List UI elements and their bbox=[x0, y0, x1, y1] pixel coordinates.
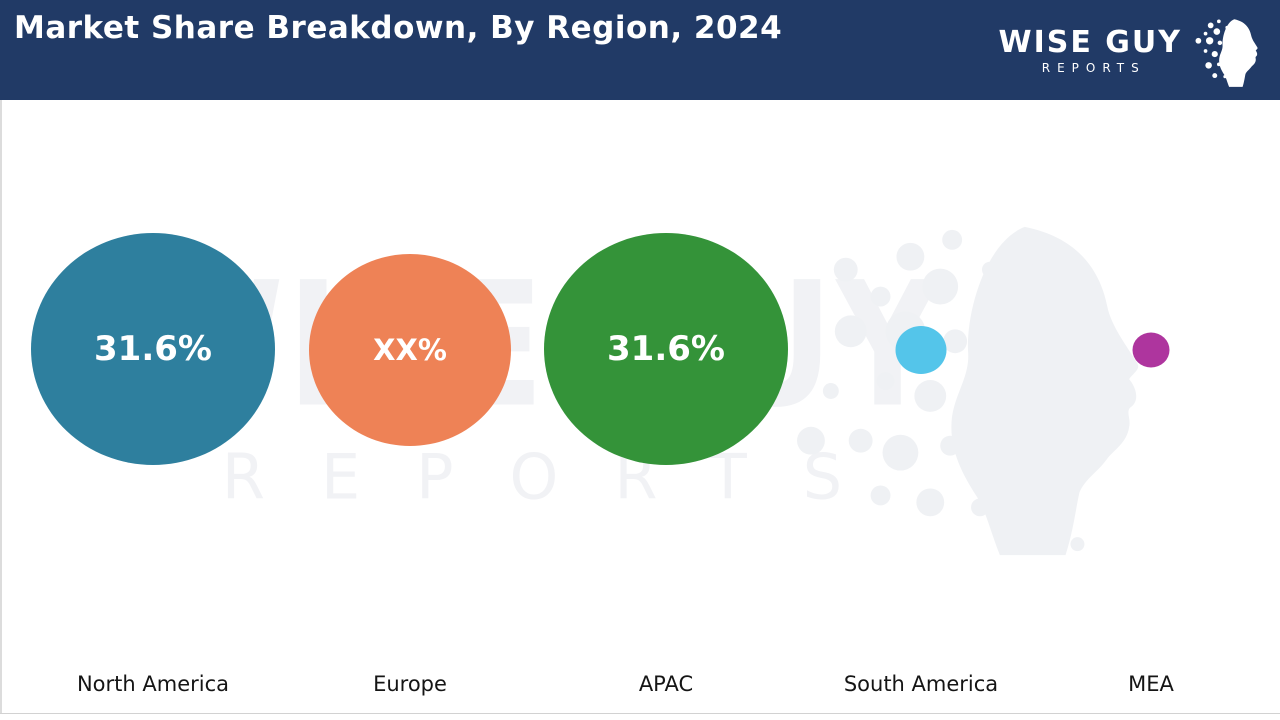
watermark-face-logo bbox=[797, 226, 1139, 556]
bubble-mea bbox=[1132, 332, 1170, 368]
brand-logo-text: WISE GUY REPORTS bbox=[998, 26, 1182, 75]
plot-bottom-rule bbox=[0, 713, 1280, 714]
bubble-value-label: XX% bbox=[373, 333, 447, 367]
bubble-south-america bbox=[895, 326, 947, 374]
category-label-mea: MEA bbox=[1128, 672, 1174, 696]
brand-logo: WISE GUY REPORTS bbox=[998, 6, 1264, 94]
plot-left-border bbox=[0, 100, 2, 713]
bubble-value-label: 31.6% bbox=[607, 329, 725, 369]
bubble-north-america: 31.6% bbox=[31, 233, 275, 465]
header-bar: Market Share Breakdown, By Region, 2024 … bbox=[0, 0, 1280, 100]
watermark-reports-text: REPORTS bbox=[221, 440, 899, 514]
brand-name: WISE GUY bbox=[998, 24, 1182, 60]
bubble-value-label: 31.6% bbox=[94, 329, 212, 369]
category-label-apac: APAC bbox=[638, 672, 694, 696]
bubble-europe: XX% bbox=[309, 254, 511, 446]
brand-face-icon bbox=[1195, 19, 1258, 87]
page-title: Market Share Breakdown, By Region, 2024 bbox=[14, 10, 783, 46]
bubble-apac: 31.6% bbox=[544, 233, 788, 465]
category-label-north-america: North America bbox=[76, 672, 230, 696]
category-label-europe: Europe bbox=[373, 672, 447, 696]
category-label-south-america: South America bbox=[843, 672, 999, 696]
brand-subtitle: REPORTS bbox=[1041, 60, 1146, 75]
